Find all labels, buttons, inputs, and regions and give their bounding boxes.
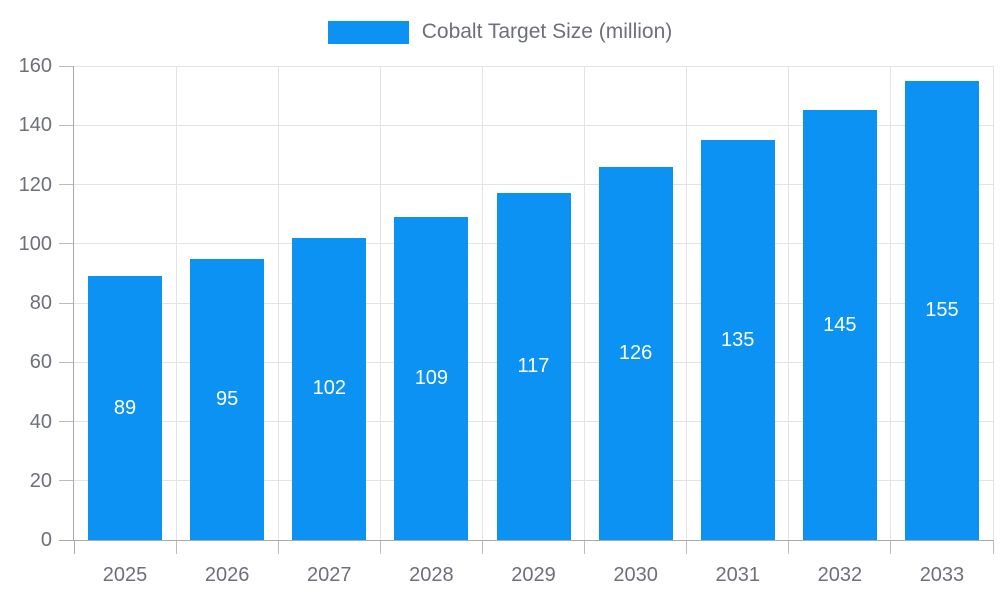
x-axis-tick — [890, 540, 892, 554]
gridline-vertical — [686, 66, 688, 540]
y-axis-label: 160 — [18, 55, 52, 77]
x-axis-label: 2030 — [613, 564, 658, 586]
y-axis-label: 40 — [29, 410, 52, 433]
legend-swatch-icon — [327, 20, 409, 44]
x-axis-label: 2026 — [204, 564, 250, 586]
bar-value-label: 102 — [312, 377, 346, 400]
gridline-vertical — [277, 66, 279, 540]
bar[interactable]: 135 — [700, 140, 775, 540]
gridline-vertical — [890, 66, 892, 540]
bar-value-label: 135 — [721, 328, 755, 351]
bar-value-label: 109 — [414, 367, 449, 390]
y-axis-label: 140 — [18, 114, 52, 137]
bar[interactable]: 102 — [292, 237, 367, 540]
y-axis-tick — [59, 65, 74, 67]
x-axis-label: 2027 — [307, 564, 352, 586]
x-axis-tick — [73, 540, 75, 554]
y-axis-label: 60 — [29, 351, 52, 374]
x-axis-tick — [277, 540, 279, 554]
y-axis-tick — [59, 124, 74, 126]
x-axis-tick — [481, 540, 483, 554]
bar[interactable]: 117 — [496, 193, 571, 540]
gridline-vertical — [481, 66, 483, 540]
bar[interactable]: 155 — [904, 80, 979, 540]
x-axis-tick — [992, 540, 994, 554]
x-axis-line — [74, 539, 993, 541]
bar[interactable]: 145 — [802, 110, 877, 540]
gridline-horizontal — [74, 65, 993, 67]
x-axis-label: 2031 — [715, 564, 760, 586]
y-axis-tick — [59, 361, 74, 363]
y-axis-label: 0 — [40, 529, 52, 551]
gridline-horizontal — [74, 124, 993, 126]
gridline-vertical — [584, 66, 586, 540]
y-axis-line — [73, 66, 74, 540]
bar[interactable]: 126 — [598, 166, 673, 540]
bar-value-label: 95 — [216, 387, 239, 410]
y-axis-tick — [59, 184, 74, 185]
x-axis-label: 2033 — [919, 564, 965, 586]
y-axis-label: 120 — [18, 173, 52, 196]
y-axis-tick — [59, 421, 74, 422]
x-axis-tick — [686, 540, 688, 554]
x-axis-label: 2029 — [511, 564, 556, 586]
bar-value-label: 89 — [113, 396, 137, 419]
x-axis-label: 2028 — [409, 564, 454, 586]
gridline-horizontal — [74, 184, 993, 185]
bar-value-label: 117 — [517, 355, 550, 378]
bar-value-label: 155 — [925, 298, 959, 321]
gridline-vertical — [992, 66, 994, 540]
y-axis-tick — [59, 302, 74, 304]
y-axis-label: 100 — [18, 232, 52, 255]
bar[interactable]: 89 — [88, 276, 163, 540]
y-axis-label: 80 — [29, 292, 52, 314]
bar[interactable]: 95 — [190, 258, 265, 540]
legend-label: Cobalt Target Size (million) — [421, 20, 673, 43]
gridline-vertical — [175, 66, 177, 540]
y-axis-tick — [59, 539, 74, 541]
y-axis-tick — [59, 480, 74, 482]
y-axis-tick — [59, 243, 74, 245]
bar-value-label: 145 — [823, 313, 857, 336]
x-axis-tick — [584, 540, 586, 554]
y-axis-label: 20 — [29, 469, 52, 492]
x-axis-tick — [788, 540, 790, 554]
gridline-vertical — [379, 66, 381, 540]
x-axis-label: 2025 — [102, 564, 148, 586]
x-axis-tick — [175, 540, 177, 554]
bar[interactable]: 109 — [394, 217, 469, 540]
bar-value-label: 126 — [618, 341, 653, 364]
x-axis-tick — [379, 540, 381, 554]
x-axis-label: 2032 — [817, 564, 863, 586]
legend-item[interactable]: Cobalt Target Size (million) — [0, 14, 1000, 50]
gridline-vertical — [788, 66, 790, 540]
